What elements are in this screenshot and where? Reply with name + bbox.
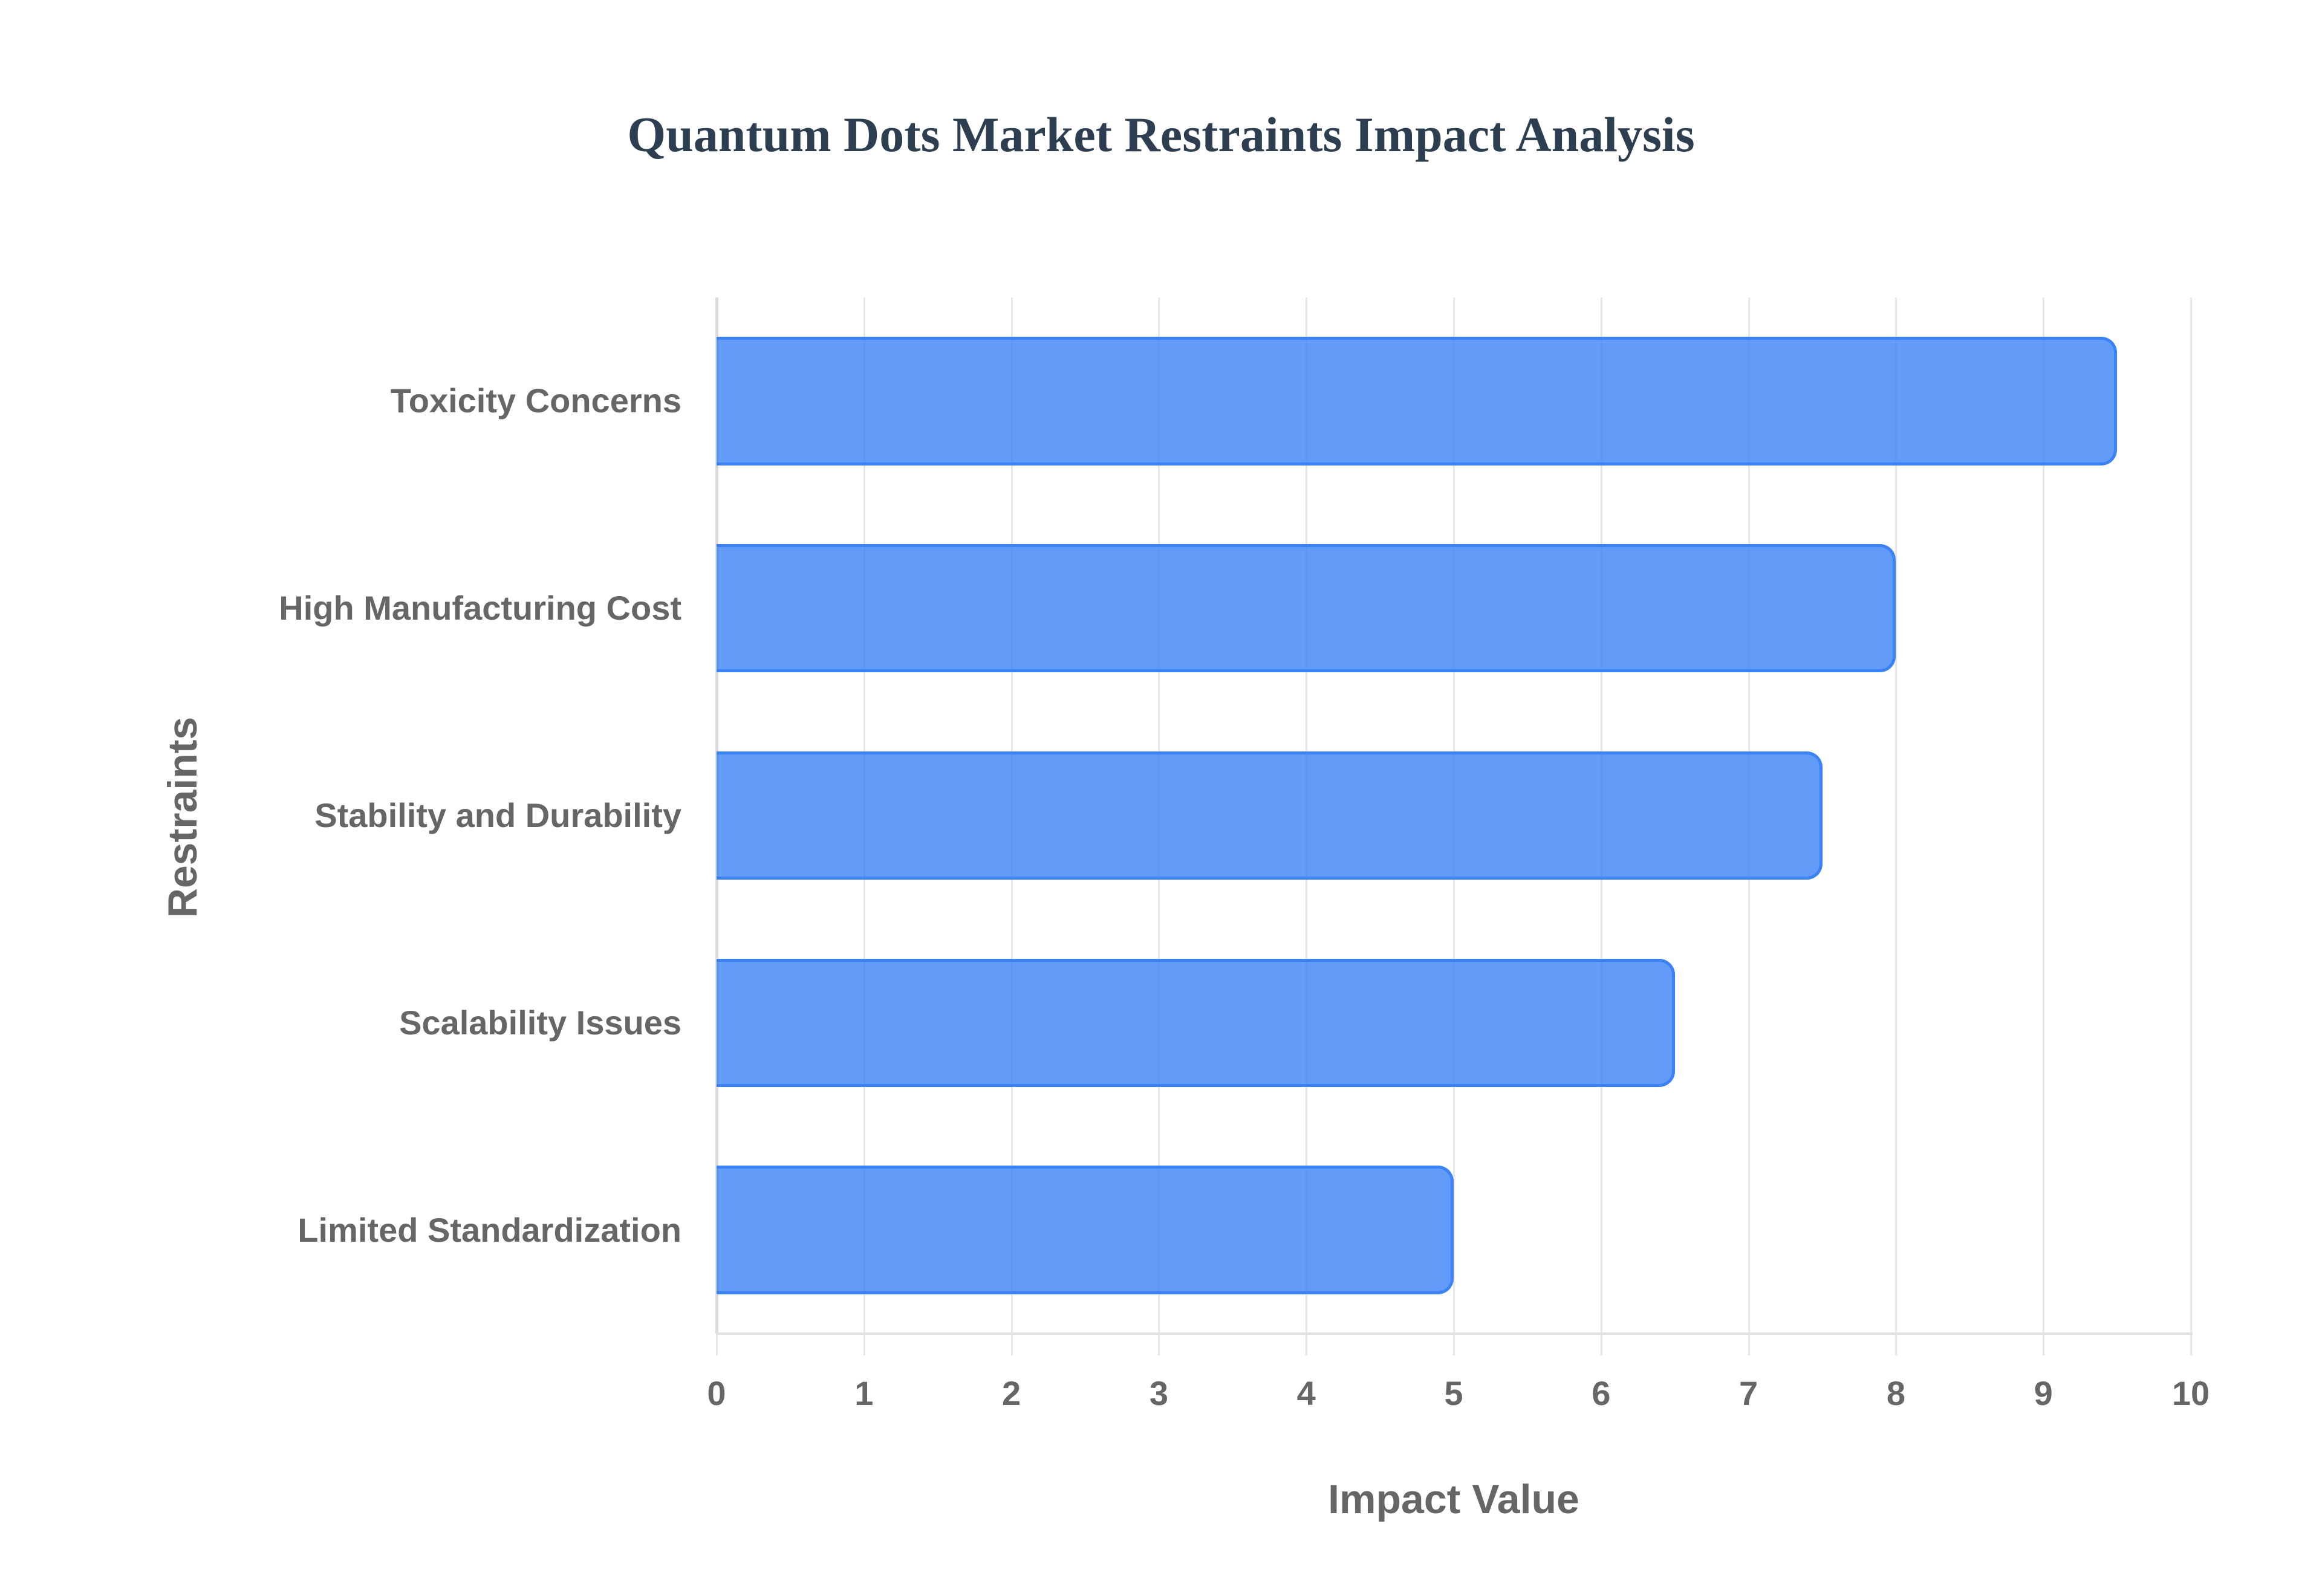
gridline bbox=[2190, 297, 2192, 1355]
x-tick-label: 10 bbox=[2171, 1374, 2210, 1412]
y-category-label: Stability and Durability bbox=[314, 796, 681, 834]
x-tick-label: 3 bbox=[1149, 1374, 1168, 1412]
x-tick-label: 5 bbox=[1444, 1374, 1463, 1412]
chart-title: Quantum Dots Market Restraints Impact An… bbox=[627, 107, 1695, 162]
x-tick-label: 2 bbox=[1002, 1374, 1021, 1412]
bar[interactable] bbox=[717, 751, 1823, 880]
x-tick-label: 8 bbox=[1886, 1374, 1905, 1412]
x-tick-label: 9 bbox=[2034, 1374, 2053, 1412]
x-tick-label: 4 bbox=[1296, 1374, 1316, 1412]
x-axis-line bbox=[717, 1332, 2193, 1335]
y-category-label: Limited Standardization bbox=[298, 1210, 681, 1249]
bar[interactable] bbox=[717, 543, 1896, 673]
tick-mark bbox=[716, 1334, 718, 1355]
y-category-label: High Manufacturing Cost bbox=[279, 589, 681, 628]
x-tick-label: 0 bbox=[707, 1374, 726, 1412]
bar[interactable] bbox=[717, 1166, 1454, 1294]
x-tick-label: 6 bbox=[1592, 1374, 1611, 1412]
y-category-label: Toxicity Concerns bbox=[390, 381, 681, 420]
y-category-label: Scalability Issues bbox=[399, 1003, 681, 1042]
bar[interactable] bbox=[717, 958, 1675, 1088]
x-tick-label: 7 bbox=[1739, 1374, 1758, 1412]
x-axis-title: Impact Value bbox=[1328, 1476, 1579, 1522]
plot-area bbox=[715, 297, 2193, 1355]
bar[interactable] bbox=[717, 337, 2118, 465]
x-tick-label: 1 bbox=[854, 1374, 874, 1412]
gridline bbox=[1895, 297, 1898, 1355]
gridline bbox=[2043, 297, 2045, 1355]
